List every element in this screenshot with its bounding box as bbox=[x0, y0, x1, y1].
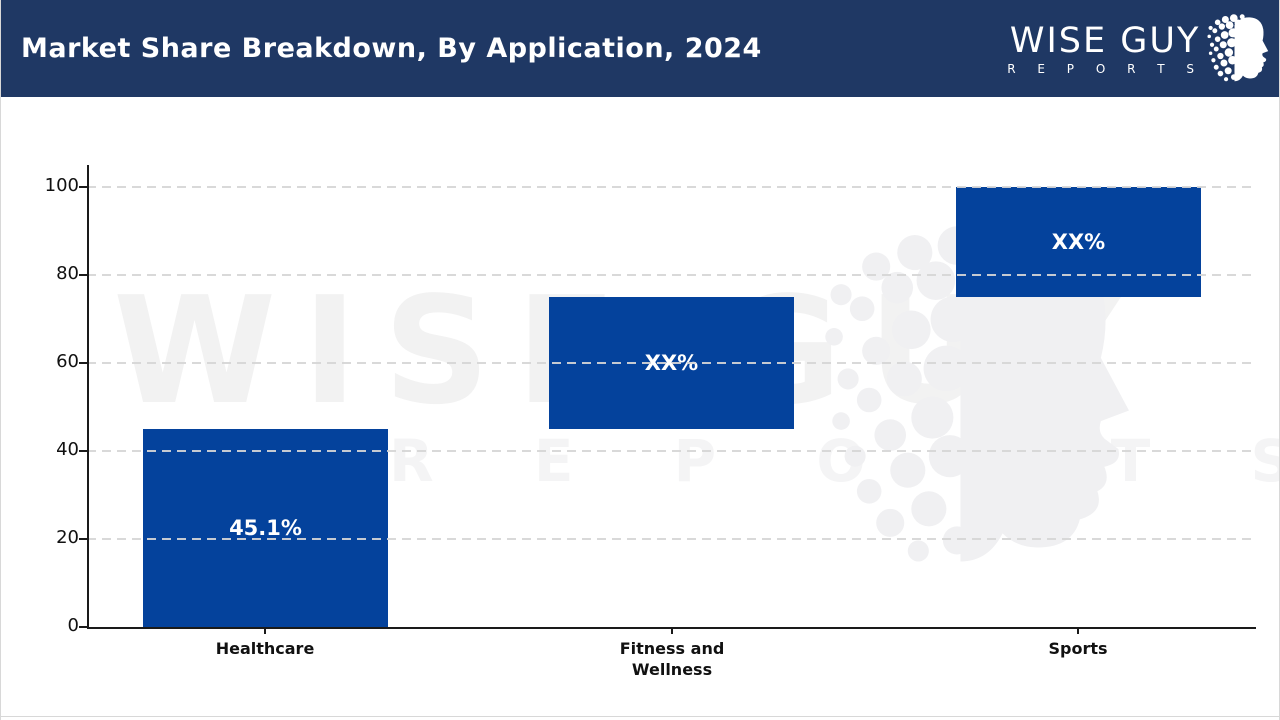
bar-value-label: 45.1% bbox=[229, 516, 302, 540]
x-axis-tick-mark bbox=[671, 627, 673, 634]
y-axis-tick-label: 80 bbox=[56, 263, 79, 284]
wise-guy-reports-logo: WISE GUY R E P O R T S bbox=[1007, 6, 1271, 92]
x-axis-spine bbox=[87, 627, 1256, 629]
logo-subtitle: R E P O R T S bbox=[1007, 61, 1203, 76]
gridline-60 bbox=[87, 362, 1256, 364]
chart-plot-area: WISE GUY R E P O R T S 02040608010045.1%… bbox=[1, 97, 1280, 717]
y-axis-tick-label: 20 bbox=[56, 527, 79, 548]
logo-wordmark: WISE GUY bbox=[1009, 21, 1201, 62]
gridline-100 bbox=[87, 186, 1256, 188]
chart-title: Market Share Breakdown, By Application, … bbox=[21, 33, 762, 64]
bar-value-label: XX% bbox=[1051, 230, 1106, 254]
y-axis-tick-label: 100 bbox=[44, 175, 79, 196]
gridline-80 bbox=[87, 274, 1256, 276]
y-axis-tick-label: 60 bbox=[56, 351, 79, 372]
gridline-40 bbox=[87, 450, 1256, 452]
y-axis-tick-label: 0 bbox=[67, 615, 79, 636]
y-axis-tick-mark bbox=[79, 626, 87, 628]
x-axis-tick-mark bbox=[264, 627, 266, 634]
x-axis-category-label: Fitness and Wellness bbox=[619, 639, 725, 679]
y-axis-spine bbox=[87, 165, 89, 629]
y-axis-tick-mark bbox=[79, 450, 87, 452]
logo-text: WISE GUY R E P O R T S bbox=[1007, 22, 1203, 76]
y-axis-tick-mark bbox=[79, 538, 87, 540]
x-axis-category-label: Healthcare bbox=[215, 639, 315, 658]
y-axis-tick-mark bbox=[79, 362, 87, 364]
page-bottom-border bbox=[1, 716, 1279, 717]
bar-healthcare: 45.1% bbox=[143, 429, 388, 627]
y-axis-tick-label: 40 bbox=[56, 439, 79, 460]
header-bar: Market Share Breakdown, By Application, … bbox=[1, 0, 1279, 97]
watermark-subtext: R E P O R T S bbox=[389, 427, 1280, 495]
bar-sports: XX% bbox=[956, 187, 1201, 297]
y-axis-tick-mark bbox=[79, 274, 87, 276]
gridline-20 bbox=[87, 538, 1256, 540]
y-axis-tick-mark bbox=[79, 186, 87, 188]
x-axis-category-label: Sports bbox=[1048, 639, 1108, 658]
logo-face-icon bbox=[1207, 14, 1269, 82]
x-axis-tick-mark bbox=[1077, 627, 1079, 634]
